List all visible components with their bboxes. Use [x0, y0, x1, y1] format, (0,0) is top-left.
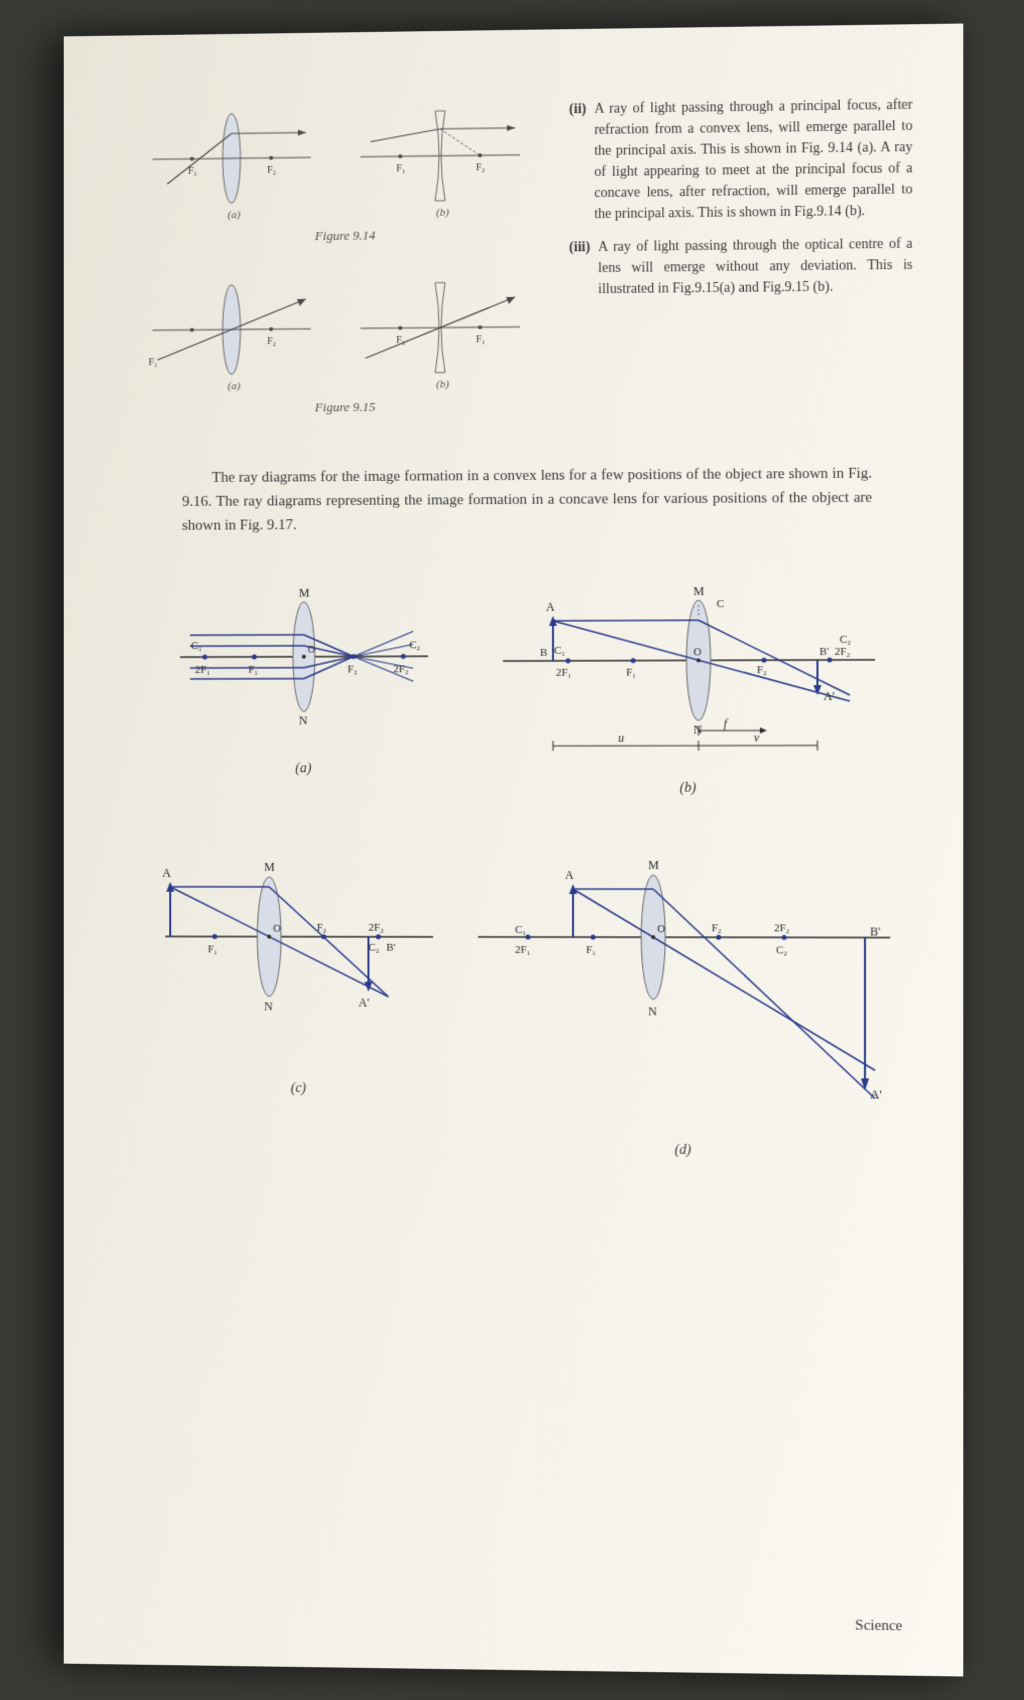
list-item-ii: (ii) A ray of light passing through a pr…	[569, 95, 912, 226]
svg-text:2F₂: 2F₂	[368, 922, 384, 934]
svg-text:A: A	[565, 868, 574, 882]
svg-text:F₁: F₁	[626, 667, 636, 679]
svg-text:B': B'	[386, 942, 395, 954]
page-footer: Science	[855, 1618, 902, 1636]
svg-text:C₂: C₂	[776, 944, 787, 956]
svg-text:F₂: F₂	[267, 165, 276, 176]
main-paragraph: The ray diagrams for the image formation…	[182, 462, 872, 538]
svg-text:C₁: C₁	[190, 640, 201, 652]
svg-text:N: N	[648, 1004, 657, 1018]
label-d: (d)	[473, 1142, 895, 1160]
diagram-b: M N A B A' B' 2F₁	[498, 564, 880, 797]
fig-914-a: F₁ F₂ (a)	[143, 93, 321, 225]
svg-text:M: M	[648, 858, 659, 872]
svg-text:F₂: F₂	[396, 335, 405, 346]
svg-text:u: u	[618, 731, 624, 745]
svg-text:v: v	[753, 730, 759, 744]
svg-text:F₂: F₂	[476, 162, 485, 173]
svg-text:F₁: F₁	[396, 163, 405, 174]
svg-text:A': A'	[823, 689, 834, 703]
svg-text:O: O	[273, 923, 281, 935]
svg-text:A: A	[162, 866, 171, 880]
svg-text:O: O	[693, 646, 701, 658]
svg-text:N: N	[298, 713, 307, 727]
list-item-iii: (iii) A ray of light passing through the…	[569, 234, 912, 301]
svg-text:F₂: F₂	[711, 922, 721, 934]
svg-text:A': A'	[870, 1086, 882, 1101]
fig-914-row: F₁ F₂ (a) F₁ F₂ (b)	[143, 89, 549, 224]
text-column: (ii) A ray of light passing through a pr…	[569, 85, 912, 434]
diagrams-row-1: M N 2F₁ C₁ F₁	[143, 564, 913, 797]
svg-text:F₁: F₁	[248, 664, 258, 676]
svg-text:F₂: F₂	[756, 664, 766, 676]
marker-iii: (iii)	[569, 237, 590, 300]
textbook-page: F₁ F₂ (a) F₁ F₂ (b)	[64, 24, 964, 1677]
svg-text:F₂: F₂	[267, 336, 276, 347]
svg-text:F₁: F₁	[149, 357, 158, 368]
label-c: (c)	[160, 1081, 438, 1098]
svg-text:B: B	[539, 647, 546, 659]
top-section: F₁ F₂ (a) F₁ F₂ (b)	[143, 85, 913, 437]
svg-text:M: M	[298, 586, 309, 600]
svg-text:C₁: C₁	[514, 924, 525, 936]
svg-text:F₁: F₁	[188, 166, 197, 177]
diagram-a-svg: M N 2F₁ C₁ F₁	[175, 566, 433, 746]
svg-text:2F₁: 2F₁	[556, 667, 572, 679]
figures-column: F₁ F₂ (a) F₁ F₂ (b)	[143, 89, 549, 436]
svg-text:B': B'	[819, 646, 828, 658]
svg-text:2F₁: 2F₁	[194, 664, 209, 676]
fig-914-caption: Figure 9.14	[143, 226, 549, 246]
svg-text:(b): (b)	[436, 207, 449, 219]
text-iii: A ray of light passing through the optic…	[598, 234, 912, 300]
svg-text:(a): (a)	[228, 209, 241, 221]
svg-text:C: C	[716, 598, 723, 610]
label-a: (a)	[175, 761, 433, 777]
marker-ii: (ii)	[569, 99, 586, 225]
label-b: (b)	[498, 781, 880, 797]
svg-text:F₂: F₂	[347, 663, 357, 675]
svg-text:2F₁: 2F₁	[514, 944, 530, 956]
svg-text:C₁: C₁	[554, 645, 565, 657]
svg-text:(a): (a)	[228, 380, 241, 392]
svg-text:C₂: C₂	[409, 639, 420, 651]
fig-915-row: F₁ F₂ (a) F₂ F₁ (b)	[143, 262, 549, 395]
svg-text:F₁: F₁	[476, 334, 485, 345]
diagram-b-svg: M N A B A' B' 2F₁	[498, 564, 880, 766]
svg-text:2F₂: 2F₂	[393, 663, 409, 675]
svg-text:N: N	[264, 999, 273, 1013]
fig-914-b: F₁ F₂ (b)	[351, 90, 530, 222]
svg-text:2F₂: 2F₂	[774, 922, 790, 934]
svg-text:2F₂: 2F₂	[834, 646, 850, 658]
diagram-d-svg: M N A A' B' 2F₁ C	[473, 847, 895, 1129]
svg-text:C₂: C₂	[368, 942, 379, 954]
svg-text:(b): (b)	[436, 378, 449, 390]
svg-text:C₂: C₂	[839, 634, 850, 646]
svg-text:M: M	[264, 860, 275, 874]
text-ii: A ray of light passing through a princip…	[594, 95, 912, 225]
fig-915-caption: Figure 9.15	[143, 398, 549, 417]
fig-915-a: F₁ F₂ (a)	[143, 264, 321, 395]
svg-text:A': A'	[358, 996, 369, 1010]
svg-text:M: M	[693, 584, 704, 598]
svg-text:O: O	[307, 645, 314, 656]
svg-text:F₁: F₁	[586, 944, 596, 956]
svg-text:B': B'	[870, 924, 880, 938]
svg-text:F₁: F₁	[207, 943, 217, 955]
svg-text:A: A	[546, 600, 555, 614]
svg-text:f: f	[723, 716, 728, 730]
diagrams-row-2: M N A A' F₁ F₂ 2F₂	[143, 847, 913, 1160]
diagram-c: M N A A' F₁ F₂ 2F₂	[160, 847, 438, 1158]
diagram-a: M N 2F₁ C₁ F₁	[175, 566, 433, 797]
diagram-c-svg: M N A A' F₁ F₂ 2F₂	[160, 847, 438, 1067]
diagram-d: M N A A' B' 2F₁ C	[473, 847, 895, 1160]
svg-text:F₂: F₂	[316, 922, 326, 934]
fig-915-b: F₂ F₁ (b)	[351, 262, 530, 393]
svg-text:O: O	[657, 923, 665, 935]
